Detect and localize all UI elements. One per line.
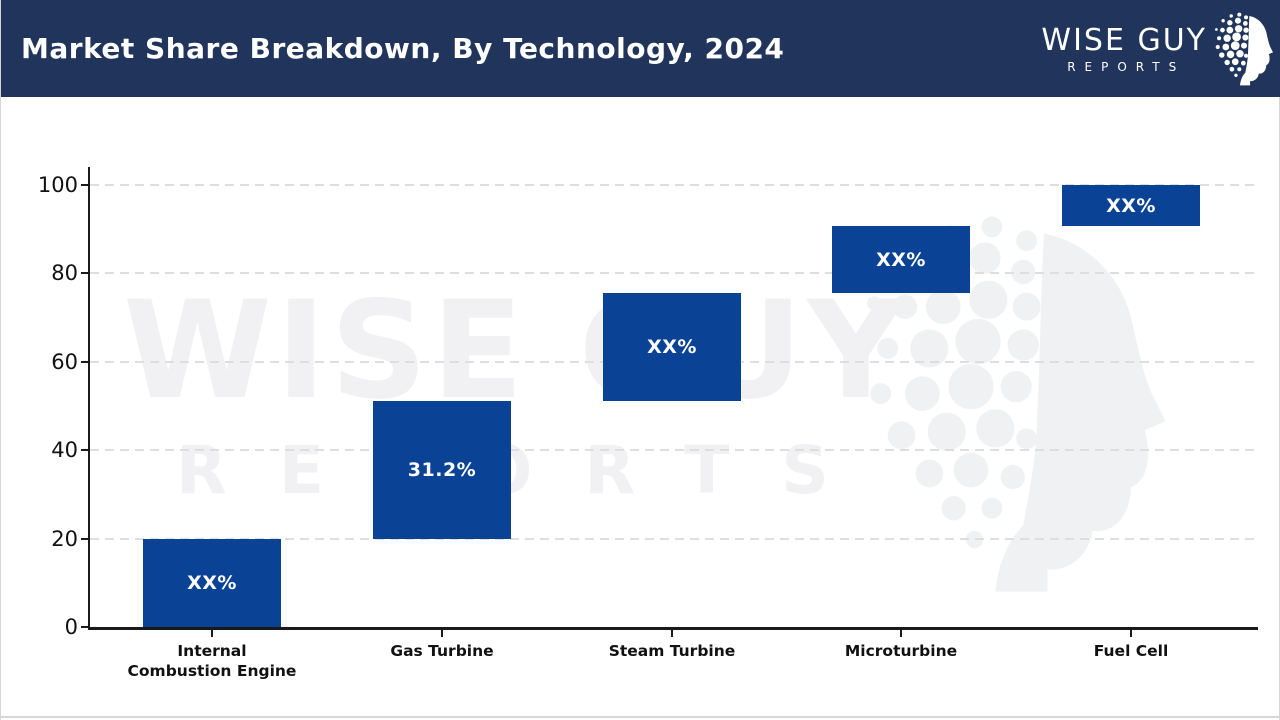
gridline-y20	[90, 537, 1258, 540]
brand-head-icon	[1215, 12, 1273, 86]
bar-fuel-cell: XX%	[1062, 185, 1200, 227]
x-axis-line	[88, 627, 1258, 630]
y-axis-tick	[81, 626, 89, 628]
y-tick-label: 40	[51, 438, 78, 463]
header-bar: Market Share Breakdown, By Technology, 2…	[1, 0, 1280, 97]
watermark-text-line2: REPORTS	[176, 432, 881, 509]
bar-microturbine: XX%	[832, 226, 970, 294]
brand-name: WISE GUY	[1041, 22, 1207, 58]
y-tick-label: 20	[51, 526, 78, 551]
y-axis-tick	[81, 360, 89, 363]
brand-logo-text: WISE GUY REPORTS	[1041, 22, 1207, 74]
y-tick-label: 60	[51, 349, 78, 374]
x-axis-tick	[441, 630, 443, 637]
category-label: Microturbine	[844, 642, 958, 660]
bar-value-label: 31.2%	[407, 458, 477, 481]
y-axis-line	[88, 167, 90, 630]
gridline-y40	[90, 449, 1258, 452]
category-label: Steam Turbine	[608, 642, 736, 660]
category-label: Fuel Cell	[1093, 642, 1169, 660]
watermark-text-line1: WISE GUY	[123, 272, 909, 429]
bar-internal-combustion-engine: XX%	[143, 538, 281, 627]
x-axis-tick	[211, 630, 213, 637]
y-axis-tick	[81, 449, 89, 452]
x-axis-tick	[900, 630, 902, 637]
brand-logo: WISE GUY REPORTS	[1041, 6, 1275, 92]
category-label: Internal Combustion Engine	[127, 642, 297, 680]
y-axis-tick	[81, 272, 89, 275]
chart-title: Market Share Breakdown, By Technology, 2…	[21, 32, 785, 65]
bar-value-label: XX%	[647, 335, 697, 358]
bar-steam-turbine: XX%	[603, 293, 741, 401]
bar-value-label: XX%	[1106, 194, 1156, 217]
brand-subname: REPORTS	[1067, 59, 1186, 74]
gridline-y100	[90, 184, 1258, 186]
category-label: Gas Turbine	[390, 642, 494, 660]
bar-gas-turbine: 31.2%	[373, 400, 511, 539]
x-axis-tick	[1130, 630, 1132, 637]
y-axis-tick	[81, 184, 89, 186]
gridline-y80	[90, 272, 1258, 275]
bottom-border	[1, 716, 1280, 718]
y-tick-label: 80	[51, 261, 78, 286]
bar-value-label: XX%	[187, 571, 237, 594]
x-axis-tick	[671, 630, 673, 637]
bar-value-label: XX%	[876, 248, 926, 271]
y-axis-tick	[81, 537, 89, 540]
y-tick-label: 0	[64, 615, 78, 639]
y-tick-label: 100	[37, 173, 78, 197]
